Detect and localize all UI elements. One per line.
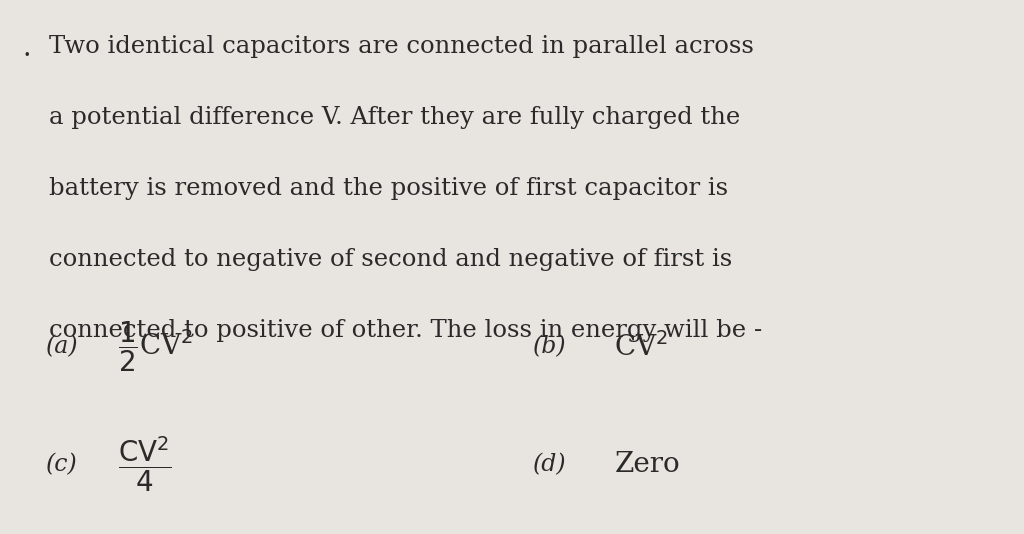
Text: (b): (b) xyxy=(532,335,566,359)
Text: .: . xyxy=(23,35,31,62)
Text: (c): (c) xyxy=(46,453,78,476)
Text: a potential difference V. After they are fully charged the: a potential difference V. After they are… xyxy=(49,106,740,129)
Text: CV$^2$: CV$^2$ xyxy=(614,332,669,362)
Text: Two identical capacitors are connected in parallel across: Two identical capacitors are connected i… xyxy=(49,35,754,58)
Text: connected to negative of second and negative of first is: connected to negative of second and nega… xyxy=(49,248,732,271)
Text: connected to positive of other. The loss in energy will be -: connected to positive of other. The loss… xyxy=(49,319,763,342)
Text: $\dfrac{1}{2}$CV$^2$: $\dfrac{1}{2}$CV$^2$ xyxy=(118,320,193,374)
Text: $\dfrac{\mathrm{CV}^2}{4}$: $\dfrac{\mathrm{CV}^2}{4}$ xyxy=(118,435,172,494)
Text: battery is removed and the positive of first capacitor is: battery is removed and the positive of f… xyxy=(49,177,728,200)
Text: Zero: Zero xyxy=(614,451,680,478)
Text: (a): (a) xyxy=(46,335,79,359)
Text: (d): (d) xyxy=(532,453,566,476)
